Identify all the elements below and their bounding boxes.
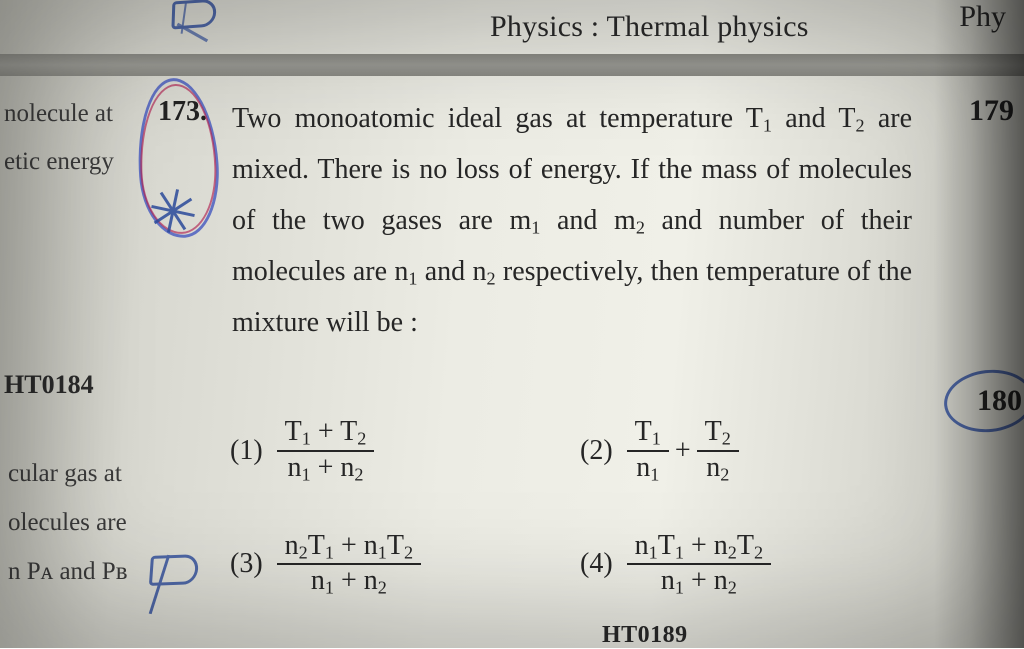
textbook-page: Physics : Thermal physics Phy nolecule a…	[0, 0, 1024, 648]
denominator: n1 + n2	[653, 565, 745, 599]
fraction: n1T1 + n2T2 n1 + n2	[627, 530, 771, 600]
numerator: n1T1 + n2T2	[627, 530, 771, 564]
option-label: (4)	[580, 548, 613, 580]
option-2: (2) T1 n1 + T2 n2	[580, 416, 920, 486]
fraction: T2 n2	[697, 416, 739, 486]
next-page-question-number: 180	[977, 384, 1022, 418]
next-page-question-number: 179	[969, 94, 1014, 128]
next-page-title-fragment: Phy	[959, 0, 1006, 34]
pen-star-icon	[148, 186, 198, 236]
denominator: n2	[698, 452, 737, 486]
question-number: 173.	[158, 96, 207, 128]
left-margin-column: nolecule at etic energy HT0184 cular gas…	[0, 90, 150, 185]
left-fragment: olecules are	[4, 499, 128, 548]
numerator: T2	[697, 416, 739, 450]
question-code: HT0189	[602, 622, 688, 649]
option-label: (3)	[230, 548, 263, 580]
numerator: T1	[627, 416, 669, 450]
header-divider-band	[0, 54, 1024, 76]
denominator: n1 + n2	[303, 565, 395, 599]
question-text: Two monoatomic ideal gas at temperature …	[232, 94, 912, 349]
chapter-header: Physics : Thermal physics	[0, 10, 1024, 44]
fraction: T1 n1	[627, 416, 669, 486]
option-4: (4) n1T1 + n2T2 n1 + n2	[580, 530, 920, 600]
left-fragment: cular gas at	[4, 450, 128, 499]
answer-options: (1) T1 + T2 n1 + n2 (2) T1 n1 + T2 n2 (3…	[230, 416, 920, 599]
denominator: n1	[628, 452, 667, 486]
plus-sign: +	[675, 435, 691, 467]
option-3: (3) n2T1 + n1T2 n1 + n2	[230, 530, 570, 600]
fraction: T1 + T2 n1 + n2	[277, 416, 375, 486]
left-fragment: etic energy	[0, 138, 150, 186]
question-code: HT0184	[0, 370, 94, 400]
left-fragment: n Pᴀ and Pʙ	[4, 548, 128, 597]
chapter-title: Physics : Thermal physics	[490, 10, 809, 44]
numerator: n2T1 + n1T2	[277, 530, 421, 564]
numerator: T1 + T2	[277, 416, 375, 450]
fraction: n2T1 + n1T2 n1 + n2	[277, 530, 421, 600]
denominator: n1 + n2	[280, 452, 372, 486]
option-label: (2)	[580, 435, 613, 467]
option-label: (1)	[230, 435, 263, 467]
option-1: (1) T1 + T2 n1 + n2	[230, 416, 570, 486]
pen-flag-icon	[149, 554, 199, 586]
left-fragment: nolecule at	[0, 90, 150, 138]
